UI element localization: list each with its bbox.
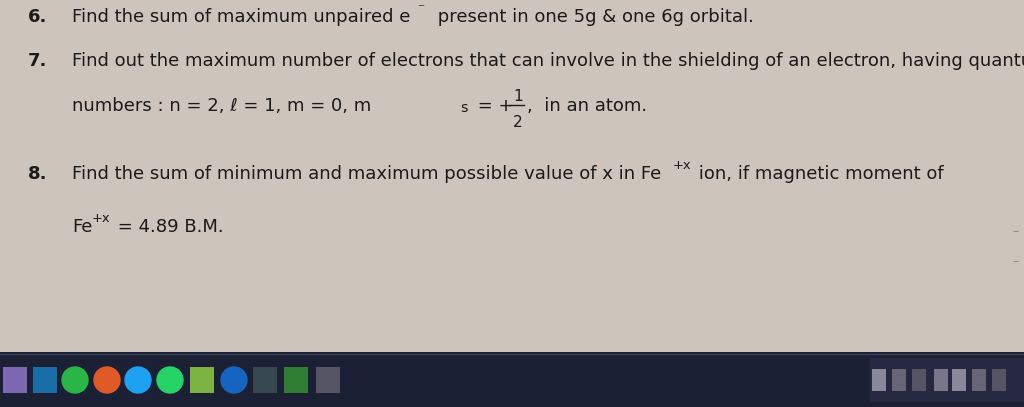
Bar	[934, 369, 948, 391]
Bar	[316, 367, 340, 393]
Bar	[892, 369, 906, 391]
Text: ,  in an atom.: , in an atom.	[527, 97, 647, 115]
Circle shape	[221, 367, 247, 393]
Text: ⁻: ⁻	[417, 2, 424, 16]
Bar	[33, 367, 57, 393]
Text: +x: +x	[673, 159, 691, 172]
Text: Find out the maximum number of electrons that can involve in the shielding of an: Find out the maximum number of electrons…	[72, 52, 1024, 70]
Bar	[870, 358, 1024, 402]
Text: 6.: 6.	[28, 8, 47, 26]
Text: –: –	[1012, 225, 1018, 238]
Bar	[912, 369, 926, 391]
Circle shape	[157, 367, 183, 393]
Text: Find the sum of maximum unpaired e: Find the sum of maximum unpaired e	[72, 8, 411, 26]
Bar	[3, 367, 27, 393]
Text: present in one 5g & one 6g orbital.: present in one 5g & one 6g orbital.	[432, 8, 754, 26]
Bar	[190, 367, 214, 393]
Text: Fe: Fe	[72, 218, 92, 236]
Text: –: –	[1012, 255, 1018, 268]
Bar	[253, 367, 278, 393]
Text: 7.: 7.	[28, 52, 47, 70]
Circle shape	[94, 367, 120, 393]
Text: +x: +x	[92, 212, 111, 225]
Circle shape	[125, 367, 151, 393]
Bar	[952, 369, 966, 391]
Text: s: s	[460, 101, 468, 115]
Text: ion, if magnetic moment of: ion, if magnetic moment of	[693, 165, 944, 183]
Text: = 4.89 B.M.: = 4.89 B.M.	[112, 218, 223, 236]
Text: 2: 2	[513, 115, 522, 130]
Text: 1: 1	[513, 89, 522, 104]
Bar	[872, 369, 886, 391]
Text: = +: = +	[472, 97, 513, 115]
Text: Find the sum of minimum and maximum possible value of x in Fe: Find the sum of minimum and maximum poss…	[72, 165, 662, 183]
Text: 8.: 8.	[28, 165, 47, 183]
Circle shape	[62, 367, 88, 393]
Text: numbers : n = 2, ℓ = 1, m = 0, m: numbers : n = 2, ℓ = 1, m = 0, m	[72, 97, 372, 115]
Bar	[284, 367, 308, 393]
Bar	[992, 369, 1006, 391]
Bar	[972, 369, 986, 391]
